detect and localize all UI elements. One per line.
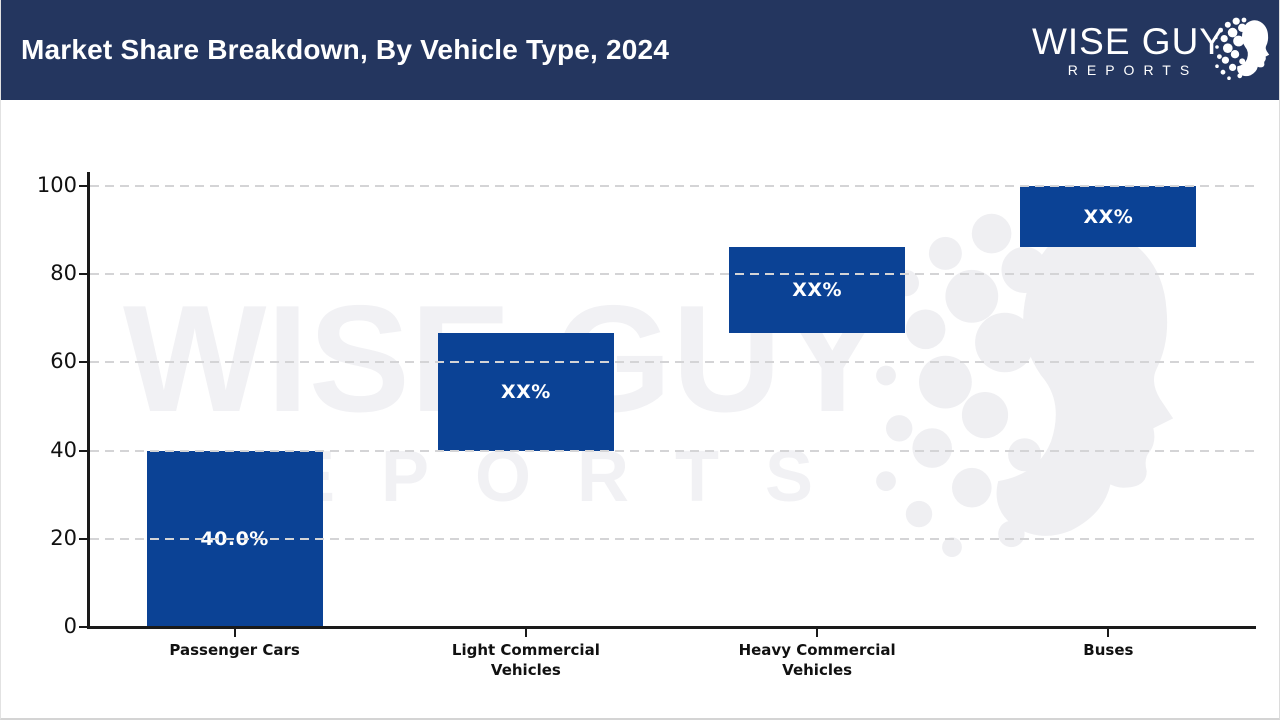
bar-value-label: XX% (500, 380, 551, 403)
x-category-label: Passenger Cars (169, 641, 300, 659)
chart-header-bar: Market Share Breakdown, By Vehicle Type,… (1, 0, 1279, 100)
y-tick-label: 20 (50, 525, 77, 550)
y-tick-mark (79, 185, 87, 187)
bar-4: XX% (1020, 186, 1197, 248)
y-tick-mark (79, 537, 87, 540)
gridline-60 (90, 361, 1254, 364)
y-tick-label: 60 (50, 349, 77, 374)
brand-logo: WISE GUY REPORTS (1031, 17, 1279, 83)
y-tick-mark (79, 361, 87, 364)
x-category-label: Heavy Commercial Vehicles (738, 641, 896, 679)
brand-logo-text: WISE GUY REPORTS (1031, 20, 1225, 78)
bar-2: XX% (437, 332, 614, 451)
gridline-80 (90, 273, 1254, 276)
y-tick-mark (79, 273, 87, 276)
x-axis-line (87, 626, 1256, 629)
chart-title: Market Share Breakdown, By Vehicle Type,… (21, 34, 670, 65)
y-tick-label: 0 (63, 614, 77, 638)
bar-value-label: XX% (1083, 205, 1134, 228)
x-tick-mark (524, 629, 527, 637)
bar-3: XX% (729, 247, 906, 333)
y-tick-label: 40 (50, 437, 77, 462)
y-tick-label: 100 (36, 173, 77, 197)
y-tick-mark (79, 449, 87, 452)
x-tick-mark (233, 629, 236, 637)
x-tick-mark (1107, 629, 1110, 637)
x-tick-mark (816, 629, 819, 637)
brand-subname: REPORTS (1067, 61, 1199, 78)
x-category-label: Buses (1083, 641, 1134, 659)
y-axis-line (87, 172, 90, 629)
gridline-20 (90, 537, 1254, 540)
brand-name: WISE GUY (1031, 20, 1225, 62)
bar-value-label: XX% (792, 279, 843, 302)
x-category-label: Light Commercial Vehicles (451, 641, 600, 679)
y-tick-mark (79, 626, 87, 628)
gridline-100 (90, 185, 1254, 187)
y-tick-label: 80 (50, 261, 77, 286)
gridline-40 (90, 449, 1254, 452)
